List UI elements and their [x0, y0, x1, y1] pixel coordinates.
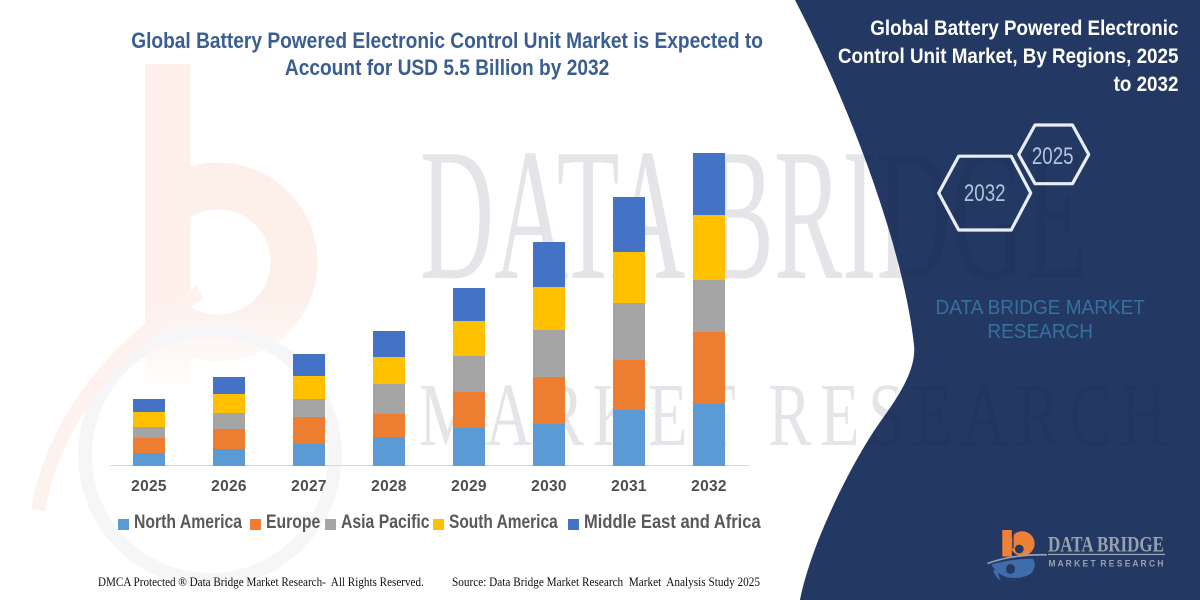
- svg-text:DATA BRIDGE: DATA BRIDGE: [1048, 532, 1164, 557]
- svg-text:M A R K E T R E S E A R C H: M A R K E T R E S E A R C H: [1049, 559, 1164, 569]
